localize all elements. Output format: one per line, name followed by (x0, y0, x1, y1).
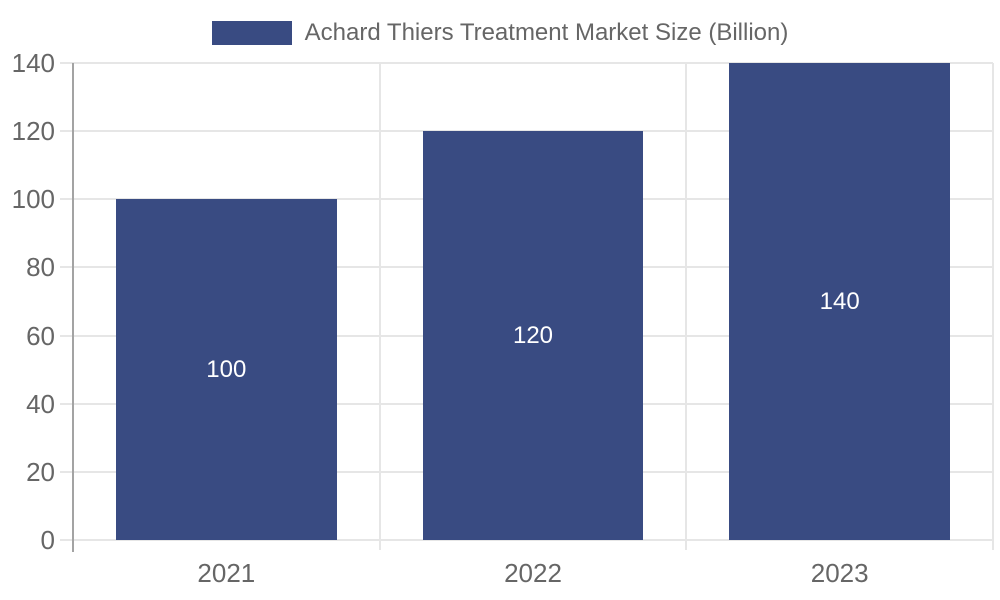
y-axis-label: 20 (26, 456, 55, 487)
x-axis-label: 2021 (197, 558, 256, 588)
x-gridline (685, 63, 688, 550)
x-gridline (378, 63, 381, 550)
bar (115, 199, 337, 540)
legend-label: Achard Thiers Treatment Market Size (Bil… (304, 19, 789, 46)
bar (729, 63, 951, 540)
y-axis-label: 80 (26, 252, 55, 283)
legend-item[interactable]: Achard Thiers Treatment Market Size (Bil… (211, 19, 789, 47)
y-axis-label: 0 (40, 525, 55, 555)
x-axis-label: 2022 (504, 558, 562, 588)
y-axis-label: 120 (11, 116, 55, 147)
y-axis-label: 40 (26, 388, 55, 419)
bar-value-label: 100 (206, 355, 247, 383)
x-axis-label: 2023 (810, 558, 869, 588)
bar (422, 131, 644, 540)
y-axis-label: 140 (11, 48, 55, 78)
bar-value-label: 140 (819, 287, 860, 315)
bar-value-label: 120 (512, 321, 554, 349)
x-gridline (992, 63, 994, 550)
y-axis-label: 60 (26, 320, 55, 351)
y-gridline (60, 539, 993, 541)
y-axis-line (72, 63, 74, 552)
y-gridline (60, 62, 993, 64)
legend: Achard Thiers Treatment Market Size (Bil… (0, 19, 1000, 47)
y-axis-label: 100 (11, 184, 55, 215)
legend-swatch (211, 21, 292, 45)
